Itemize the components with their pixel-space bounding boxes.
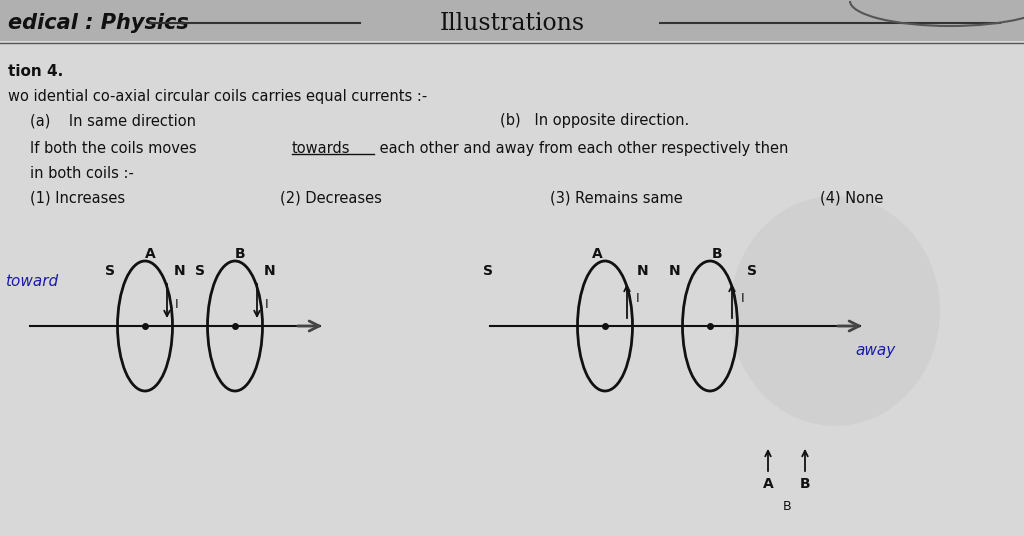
Text: S: S <box>483 264 493 278</box>
Text: N: N <box>637 264 649 278</box>
Text: (4) None: (4) None <box>820 190 884 205</box>
Text: toward: toward <box>5 273 58 288</box>
Text: (b)   In opposite direction.: (b) In opposite direction. <box>500 114 689 129</box>
Text: N: N <box>174 264 185 278</box>
Text: towards: towards <box>292 140 350 155</box>
Text: in both coils :-: in both coils :- <box>30 166 134 181</box>
Text: (1) Increases: (1) Increases <box>30 190 125 205</box>
Text: B: B <box>234 247 246 261</box>
Text: I: I <box>636 292 640 304</box>
Text: I: I <box>265 297 269 310</box>
Text: tion 4.: tion 4. <box>8 63 63 78</box>
Ellipse shape <box>730 196 940 426</box>
FancyBboxPatch shape <box>0 0 1024 41</box>
Text: If both the coils moves: If both the coils moves <box>30 140 202 155</box>
Text: B: B <box>782 500 792 512</box>
Text: (3) Remains same: (3) Remains same <box>550 190 683 205</box>
Text: (a)    In same direction: (a) In same direction <box>30 114 196 129</box>
Text: wo idential co-axial circular coils carries equal currents :-: wo idential co-axial circular coils carr… <box>8 88 427 103</box>
Text: N: N <box>670 264 681 278</box>
Text: I: I <box>175 297 179 310</box>
Text: A: A <box>144 247 156 261</box>
Text: A: A <box>763 477 773 491</box>
Text: I: I <box>741 292 744 304</box>
Text: each other and away from each other respectively then: each other and away from each other resp… <box>375 140 788 155</box>
Text: away: away <box>855 344 895 359</box>
Text: A: A <box>592 247 602 261</box>
Text: N: N <box>264 264 275 278</box>
Text: S: S <box>746 264 757 278</box>
Text: S: S <box>105 264 115 278</box>
Text: edical : Physics: edical : Physics <box>8 13 188 33</box>
Text: B: B <box>712 247 722 261</box>
Text: Illustrations: Illustrations <box>439 11 585 34</box>
Text: B: B <box>800 477 810 491</box>
Text: (2) Decreases: (2) Decreases <box>280 190 382 205</box>
Text: S: S <box>195 264 205 278</box>
